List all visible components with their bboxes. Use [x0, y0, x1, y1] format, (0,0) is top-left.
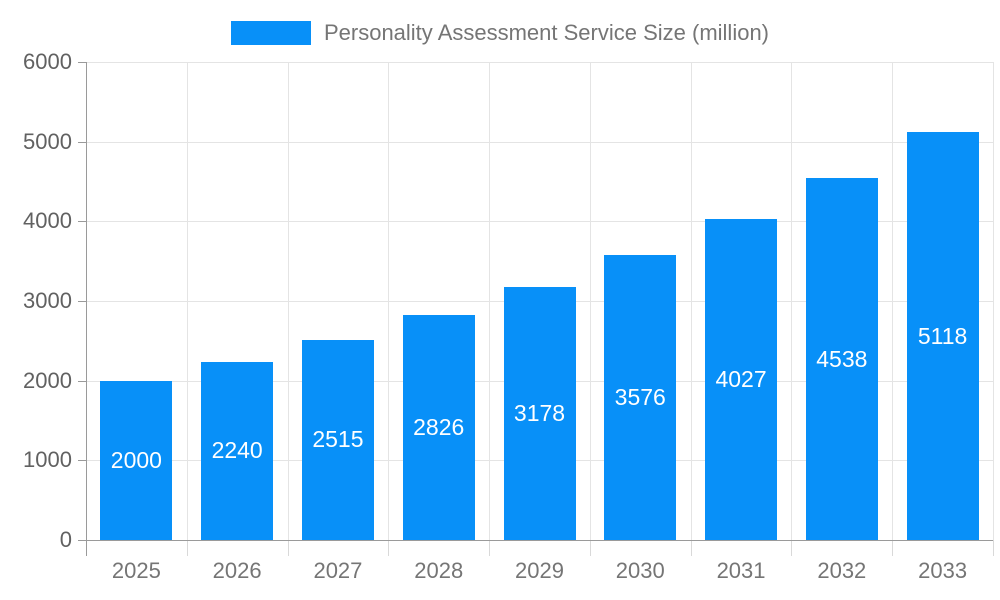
bar: 5118 — [906, 132, 979, 540]
x-axis-line — [86, 540, 993, 541]
x-gridline — [287, 62, 289, 540]
y-axis-tick — [78, 460, 86, 462]
bar: 2515 — [301, 339, 374, 540]
bar-value-label: 3178 — [513, 399, 566, 426]
x-axis-tick — [489, 540, 491, 556]
y-axis-tick — [78, 540, 86, 541]
legend-swatch — [230, 21, 311, 45]
bar: 3178 — [503, 286, 576, 540]
y-gridline — [86, 221, 993, 223]
bar-value-label: 4027 — [715, 366, 767, 393]
y-axis-label: 2000 — [23, 367, 72, 393]
legend-label: Personality Assessment Service Size (mil… — [323, 20, 770, 45]
x-gridline — [690, 62, 692, 540]
x-axis-label: 2028 — [414, 558, 464, 583]
y-axis-label: 5000 — [23, 128, 72, 154]
y-axis-tick — [78, 141, 86, 143]
bar: 2240 — [201, 361, 274, 540]
x-axis-tick — [993, 540, 994, 556]
x-gridline — [186, 62, 188, 540]
bar-value-label: 2000 — [110, 446, 162, 473]
bar: 2000 — [100, 380, 173, 540]
y-axis-label: 4000 — [23, 208, 72, 234]
bar: 3576 — [604, 255, 677, 540]
x-axis-label: 2029 — [515, 558, 564, 583]
x-axis-tick — [589, 540, 591, 556]
bar-value-label: 2515 — [312, 426, 364, 453]
x-gridline — [388, 62, 390, 540]
y-gridline — [86, 141, 993, 143]
y-gridline — [86, 62, 993, 63]
legend: Personality Assessment Service Size (mil… — [0, 20, 1000, 46]
bar: 2826 — [402, 314, 475, 540]
y-axis-tick — [78, 62, 86, 63]
plot-right-border — [993, 62, 994, 540]
bar-value-label: 4538 — [816, 345, 868, 372]
x-gridline — [589, 62, 591, 540]
x-axis-label: 2031 — [716, 558, 766, 583]
y-axis-tick — [78, 221, 86, 223]
x-axis-tick — [287, 540, 289, 556]
y-axis-label: 6000 — [23, 49, 72, 74]
x-axis-label: 2033 — [918, 558, 968, 583]
x-axis-label: 2027 — [313, 558, 363, 583]
bar: 4027 — [705, 219, 778, 540]
bar-value-label: 2826 — [413, 413, 465, 440]
x-gridline — [892, 62, 894, 540]
x-axis-tick — [388, 540, 390, 556]
bar: 4538 — [805, 178, 878, 540]
x-axis-label: 2025 — [111, 558, 161, 583]
y-axis-tick — [78, 301, 86, 302]
x-axis-label: 2032 — [817, 558, 867, 583]
y-axis-tick — [78, 380, 86, 382]
x-axis-tick — [791, 540, 793, 556]
y-axis-label: 1000 — [23, 447, 72, 473]
x-axis-label: 2026 — [212, 558, 262, 583]
y-axis-label: 0 — [59, 527, 72, 552]
y-axis-label: 3000 — [23, 288, 72, 313]
x-gridline — [791, 62, 793, 540]
x-axis-label: 2030 — [615, 558, 665, 583]
bar-value-label: 2240 — [211, 437, 263, 464]
x-axis-tick — [892, 540, 894, 556]
y-axis-line — [86, 62, 87, 556]
x-axis-tick — [186, 540, 188, 556]
bar-value-label: 3576 — [614, 384, 666, 411]
x-axis-tick — [690, 540, 692, 556]
bar-value-label: 5118 — [917, 322, 968, 349]
x-gridline — [489, 62, 491, 540]
